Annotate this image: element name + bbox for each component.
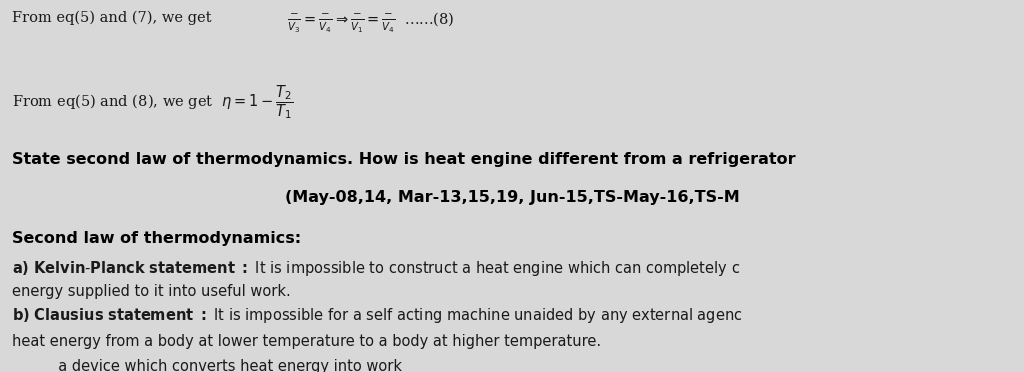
Text: (May-08,14, Mar-13,15,19, Jun-15,TS-May-16,TS-M: (May-08,14, Mar-13,15,19, Jun-15,TS-May-… xyxy=(285,190,739,205)
Text: Second law of thermodynamics:: Second law of thermodynamics: xyxy=(11,231,301,246)
Text: State second law of thermodynamics. How is heat engine different from a refriger: State second law of thermodynamics. How … xyxy=(11,152,796,167)
Text: $\bf{a)\ Kelvin\text{-}Planck\ statement\ :}$ It is impossible to construct a he: $\bf{a)\ Kelvin\text{-}Planck\ statement… xyxy=(11,259,739,278)
Text: From eq(5) and (7), we get: From eq(5) and (7), we get xyxy=(11,11,211,25)
Text: $\bf{b)\ Clausius\ statement\ :}$ It is impossible for a self acting machine una: $\bf{b)\ Clausius\ statement\ :}$ It is … xyxy=(11,306,742,325)
Text: a device which converts heat energy into work: a device which converts heat energy into… xyxy=(11,359,401,372)
Text: heat energy from a body at lower temperature to a body at higher temperature.: heat energy from a body at lower tempera… xyxy=(11,334,601,349)
Text: energy supplied to it into useful work.: energy supplied to it into useful work. xyxy=(11,284,291,299)
Text: From eq(5) and (8), we get  $\eta = 1 - \dfrac{T_2}{T_1}$: From eq(5) and (8), we get $\eta = 1 - \… xyxy=(11,83,293,121)
Text: $\frac{-}{V_3} = \frac{-}{V_4} \Rightarrow \frac{-}{V_1} = \frac{-}{V_4}$  .....: $\frac{-}{V_3} = \frac{-}{V_4} \Rightarr… xyxy=(288,11,455,35)
